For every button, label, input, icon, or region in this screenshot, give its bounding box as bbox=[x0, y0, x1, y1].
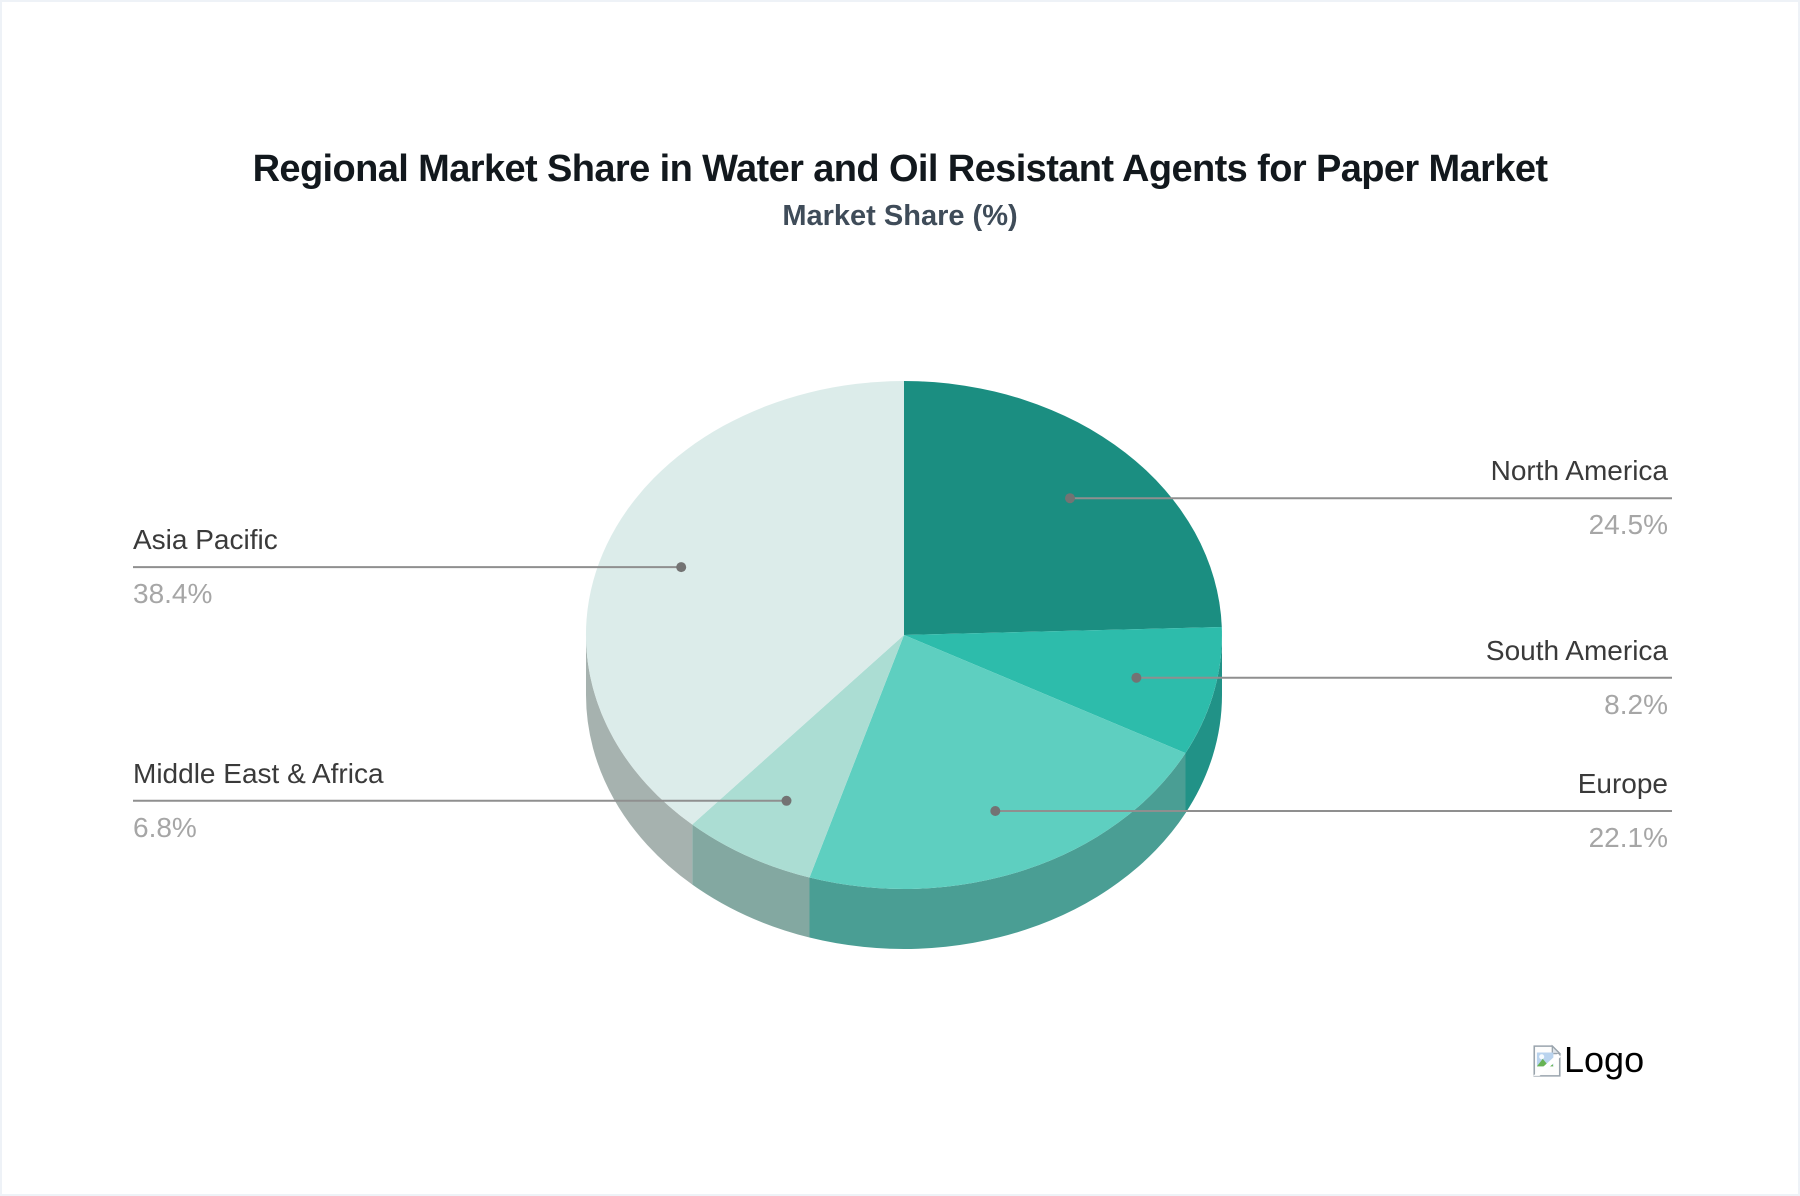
pie-slice-south-america[interactable] bbox=[904, 627, 1222, 754]
pie-slice-asia-pacific[interactable] bbox=[585, 380, 904, 825]
pie-value-south-america: 8.2% bbox=[1604, 688, 1668, 720]
pie-slice-north-america[interactable] bbox=[904, 381, 1222, 635]
logo: Logo bbox=[1530, 1038, 1644, 1082]
label-dot-europe bbox=[990, 806, 1001, 816]
pie-value-europe: 22.1% bbox=[1588, 821, 1668, 853]
chart-title: Regional Market Share in Water and Oil R… bbox=[252, 148, 1548, 190]
pie-label-europe: Europe bbox=[1577, 767, 1668, 799]
label-dot-south-america bbox=[1131, 672, 1142, 683]
label-dot-north-america bbox=[1065, 493, 1075, 504]
pie-slice-side-asia-pacific bbox=[586, 635, 693, 885]
pie-label-asia-pacific: Asia Pacific bbox=[133, 524, 278, 556]
pie-label-south-america: South America bbox=[1485, 634, 1668, 666]
pie-value-middle-east-africa: 6.8% bbox=[133, 811, 197, 843]
pie-value-asia-pacific: 38.4% bbox=[133, 578, 213, 610]
chart-subtitle: Market Share (%) bbox=[782, 200, 1018, 232]
broken-image-icon bbox=[1533, 1044, 1562, 1077]
pie-slice-europe[interactable] bbox=[809, 635, 1186, 889]
logo-alt-text: Logo bbox=[1564, 1039, 1645, 1080]
pie-slice-side-south-america bbox=[1185, 635, 1222, 814]
pie-label-middle-east-africa: Middle East & Africa bbox=[133, 757, 384, 789]
pie-slice-side-middle-east-africa bbox=[692, 824, 810, 938]
pie-value-north-america: 24.5% bbox=[1588, 509, 1668, 541]
pie-label-north-america: North America bbox=[1490, 455, 1668, 487]
pie-slice-middle-east-africa[interactable] bbox=[692, 635, 904, 878]
label-dot-middle-east-africa bbox=[781, 795, 792, 806]
label-dot-asia-pacific bbox=[676, 562, 687, 573]
pie-slice-side-europe bbox=[809, 753, 1186, 949]
